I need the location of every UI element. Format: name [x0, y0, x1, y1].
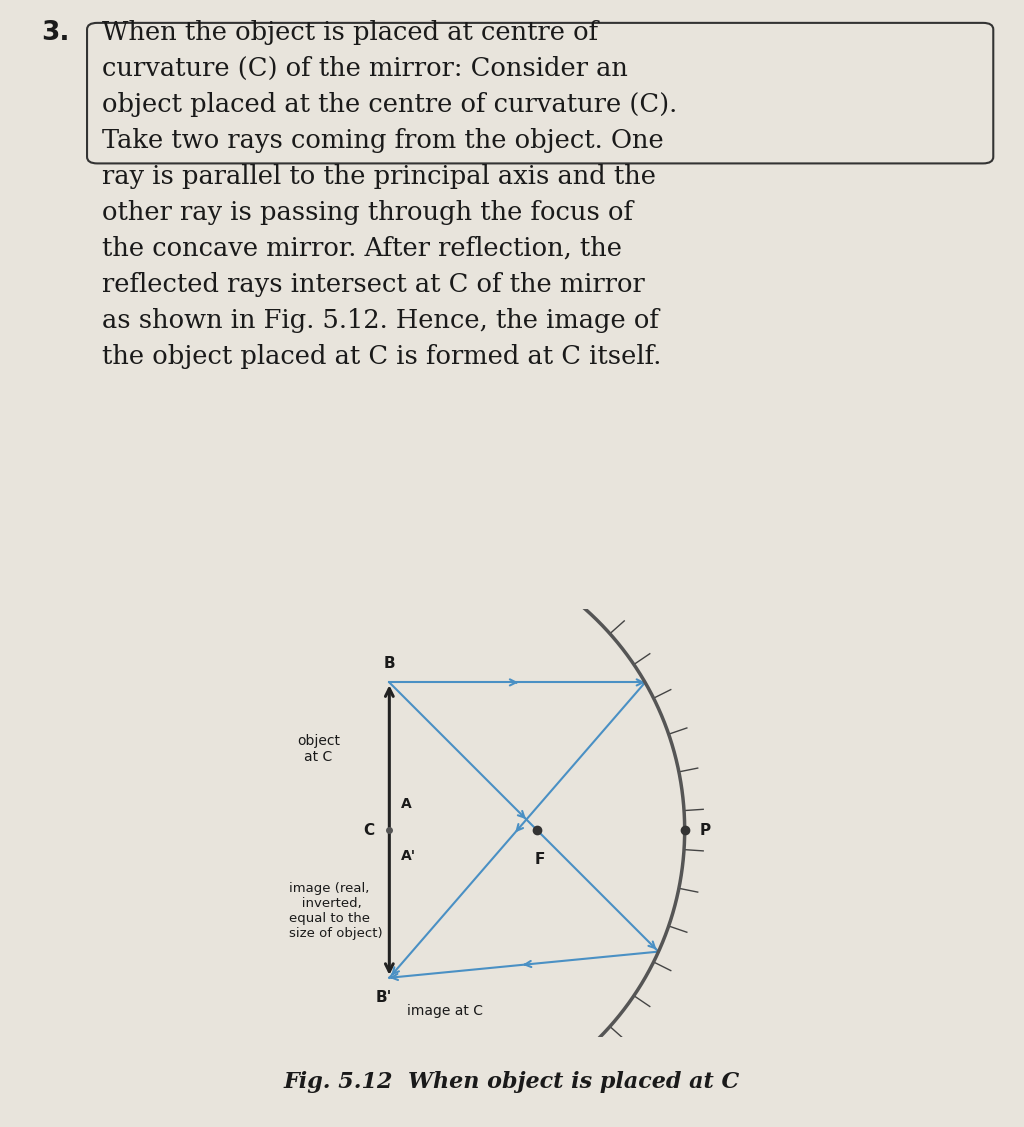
Text: A': A': [401, 850, 417, 863]
Text: F: F: [535, 852, 545, 868]
Text: image at C: image at C: [408, 1004, 483, 1019]
Text: Fig. 5.12  When object is placed at C: Fig. 5.12 When object is placed at C: [284, 1071, 740, 1093]
Text: B': B': [375, 990, 391, 1004]
Text: P: P: [699, 823, 711, 837]
Text: C: C: [364, 823, 375, 837]
Text: image (real,
   inverted,
equal to the
size of object): image (real, inverted, equal to the size…: [289, 882, 383, 940]
Text: A: A: [401, 797, 412, 811]
Text: object
at C: object at C: [297, 734, 340, 764]
Text: B: B: [384, 656, 395, 671]
Text: When the object is placed at centre of
curvature (C) of the mirror: Consider an
: When the object is placed at centre of c…: [102, 19, 678, 369]
Text: 3.: 3.: [41, 19, 70, 45]
